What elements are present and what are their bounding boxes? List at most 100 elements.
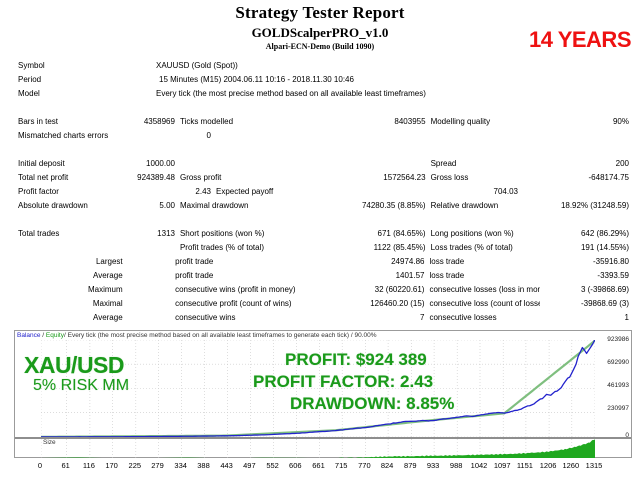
annotation-profit-label: PROFIT: — [285, 350, 356, 369]
x-axis-tick: 497 — [243, 461, 256, 470]
netprofit-value-wrap: 924389.48 — [128, 174, 177, 182]
x-axis-tick: 0 — [37, 461, 43, 470]
spread-label: Spread — [430, 160, 457, 168]
payoff-label: Expected payoff — [216, 188, 274, 196]
maximal-consloss-label: consecutive loss (count of losses) — [429, 300, 540, 308]
avg-conslosses-label: consecutive losses — [429, 314, 497, 322]
x-axis-tick: 879 — [404, 461, 417, 470]
pf-value-wrap: 2.43 — [153, 188, 213, 196]
losstrades-label: Loss trades (% of total) — [430, 244, 513, 252]
largest-loss-value: -35916.80 — [592, 258, 629, 266]
absdd-value: 5.00 — [159, 202, 175, 210]
x-axis-tick: 770 — [358, 461, 371, 470]
period-value: 15 Minutes (M15) 2004.06.11 10:16 - 2018… — [159, 76, 354, 84]
table-spacer-3 — [0, 216, 640, 230]
balance-equity-plot — [41, 340, 595, 437]
deposit-value: 1000.00 — [146, 160, 175, 168]
ticks-label: Ticks modelled — [179, 118, 234, 126]
y-axis-label-zero: 0 — [625, 432, 629, 439]
x-axis-tick: 170 — [105, 461, 118, 470]
totaltrades-label: Total trades — [18, 230, 60, 238]
report-header: Strategy Tester Report GOLDScalperPRO_v1… — [0, 0, 640, 51]
profittrades-value: 1122 (85.45%) — [373, 244, 426, 252]
quality-label: Modelling quality — [430, 118, 491, 126]
mismatched-label: Mismatched charts errors — [18, 132, 109, 140]
x-axis-tick: 933 — [426, 461, 440, 470]
balance-line — [41, 340, 595, 437]
period-label: Period — [18, 76, 42, 84]
reldd-label: Relative drawdown — [430, 202, 499, 210]
maxdd-value-wrap: 74280.35 (8.85%) — [336, 202, 427, 210]
table-row-profitfactor: Profit factor 2.43 Expected payoff 704.0… — [0, 188, 640, 202]
table-row-profittrades: Profit trades (% of total) 1122 (85.45%)… — [0, 244, 640, 258]
table-row-mismatched: Mismatched charts errors 0 — [0, 132, 640, 146]
x-axis-tick: 279 — [151, 461, 164, 470]
table-row-drawdown: Absolute drawdown 5.00 Maximal drawdown … — [0, 202, 640, 216]
table-row-deposit: Initial deposit 1000.00 Spread 200 — [0, 160, 640, 174]
average-loss-value: -3393.59 — [597, 272, 629, 280]
equity-chart[interactable]: Balance / Equity/ Every tick (the most p… — [14, 330, 632, 458]
average-profit-label: profit trade — [175, 272, 214, 280]
legend-rest: / Every tick (the most precise method ba… — [64, 332, 377, 339]
max-conswins-value: 32 (60220.61) — [374, 286, 425, 294]
absdd-label: Absolute drawdown — [18, 202, 88, 210]
legend-equity: Equity — [45, 332, 64, 339]
legend-balance: Balance — [17, 332, 41, 339]
table-row-average2: Average consecutive wins 7 consecutive l… — [0, 314, 640, 328]
annotation-pf-label: PROFIT FACTOR: — [253, 372, 401, 391]
table-spacer-2 — [0, 146, 640, 160]
maximum-label: Maximum — [87, 286, 123, 294]
grossloss-label: Gross loss — [430, 174, 469, 182]
max-conslosses-label: consecutive losses (loss in money) — [429, 286, 540, 294]
maximal-consprofit-value: 126460.20 (15) — [370, 300, 425, 308]
ea-name: GOLDScalperPRO_v1.0 — [251, 25, 389, 40]
largest-profit-value: 24974.86 — [391, 258, 425, 266]
maximal-consprofit-label: consecutive profit (count of wins) — [175, 300, 292, 308]
netprofit-value: 924389.48 — [137, 174, 175, 182]
payoff-value: 704.03 — [493, 188, 518, 196]
avg-conswins-label: consecutive wins — [175, 314, 236, 322]
maxdd-value: 74280.35 (8.85%) — [361, 202, 426, 210]
long-value: 642 (86.29%) — [580, 230, 629, 238]
ticks-value: 8403955 — [394, 118, 426, 126]
table-row-symbol: Symbol XAUUSD (Gold (Spot)) — [0, 62, 640, 76]
symbol-value-inner: XAUUSD (Gold (Spot)) — [156, 62, 238, 70]
table-row-maximum: Maximum consecutive wins (profit in mone… — [0, 286, 640, 300]
annotation-profit-factor: PROFIT FACTOR: 2.43 — [253, 372, 433, 392]
x-axis-tick: 443 — [220, 461, 233, 470]
x-axis: 0 61 116 170 225 279 334 388 443 497 552 606 661 715 7… — [14, 460, 632, 474]
x-axis-tick: 824 — [380, 461, 394, 470]
avg-conslosses-value: 1 — [624, 314, 629, 322]
x-axis-tick: 606 — [289, 461, 302, 470]
page-title: Strategy Tester Report — [235, 3, 405, 22]
table-row-largest: Largest profit trade 24974.86 loss trade… — [0, 258, 640, 272]
average-label: Average — [93, 272, 123, 280]
avg-conswins-value: 7 — [420, 314, 425, 322]
x-axis-tick: 334 — [174, 461, 187, 470]
x-axis-tick: 1042 — [470, 461, 488, 470]
largest-label: Largest — [95, 258, 123, 266]
symbol-value-wrap: XAUUSD (Gold (Spot)) — [153, 62, 238, 70]
annotation-dd-label: DRAWDOWN: — [290, 394, 407, 413]
grossprofit-value: 1572564.23 — [383, 174, 426, 182]
years-badge: 14 YEARS — [529, 27, 631, 52]
largest-loss-label: loss trade — [429, 258, 465, 266]
reldd-value: 18.92% (31248.59) — [560, 202, 629, 210]
short-label: Short positions (won %) — [179, 230, 265, 238]
model-label: Model — [18, 90, 40, 98]
x-axis-tick: 1315 — [585, 461, 603, 470]
symbol-label: Symbol — [18, 62, 45, 70]
table-row-period: Period 15 Minutes (M15) 2004.06.11 10:16… — [0, 76, 640, 90]
average-loss-label: loss trade — [429, 272, 465, 280]
quality-value-wrap: 90% — [540, 118, 640, 126]
average-profit-value: 1401.57 — [395, 272, 425, 280]
size-subchart — [41, 439, 595, 458]
x-axis-tick: 1206 — [539, 461, 557, 470]
x-axis-tick: 661 — [312, 461, 325, 470]
table-row-model: Model Every tick (the most precise metho… — [0, 90, 640, 104]
y-axis-label-max: 923986 — [607, 336, 629, 343]
losstrades-value: 191 (14.55%) — [580, 244, 629, 252]
spread-value: 200 — [615, 160, 629, 168]
annotation-profit-value: $924 389 — [355, 350, 427, 369]
